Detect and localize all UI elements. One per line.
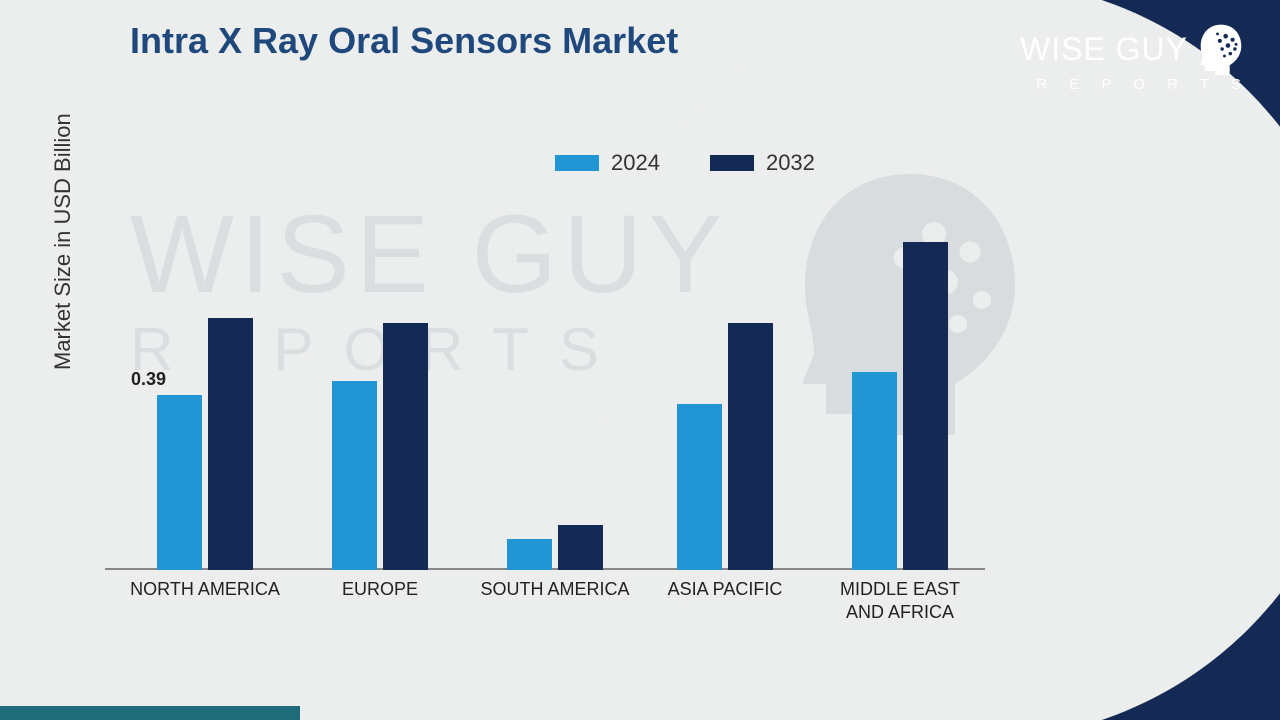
bar bbox=[728, 323, 773, 571]
value-label: 0.39 bbox=[131, 369, 166, 390]
legend: 2024 2032 bbox=[555, 150, 815, 176]
plot-area: NORTH AMERICA EUROPE SOUTH AMERICA ASIA PAC… bbox=[105, 210, 985, 570]
bar bbox=[903, 242, 948, 571]
legend-swatch-2024 bbox=[555, 155, 599, 171]
chart-title: Intra X Ray Oral Sensors Market bbox=[130, 20, 678, 62]
head-icon bbox=[1192, 20, 1250, 78]
legend-item-2024: 2024 bbox=[555, 150, 660, 176]
bar bbox=[677, 404, 722, 571]
bar bbox=[852, 372, 897, 570]
brand-text-1: WISE GUY bbox=[1020, 31, 1188, 68]
bar bbox=[558, 525, 603, 570]
bar bbox=[157, 395, 202, 571]
bar bbox=[332, 381, 377, 570]
bar-group: EUROPE bbox=[320, 323, 440, 571]
legend-swatch-2032 bbox=[710, 155, 754, 171]
bar-group: ASIA PACIFIC bbox=[665, 323, 785, 571]
y-axis-label: Market Size in USD Billion bbox=[50, 113, 76, 370]
x-tick-label: ASIA PACIFIC bbox=[645, 570, 805, 601]
bar-group: NORTH AMERICA bbox=[145, 318, 265, 570]
brand-text-2: R E P O R T S bbox=[1020, 76, 1250, 93]
x-tick-label: MIDDLE EAST AND AFRICA bbox=[820, 570, 980, 623]
bottom-accent-bar bbox=[0, 706, 300, 720]
bar bbox=[507, 539, 552, 571]
bar bbox=[208, 318, 253, 570]
legend-label-2032: 2032 bbox=[766, 150, 815, 176]
brand-logo: WISE GUY R E P O R T S bbox=[1020, 20, 1250, 93]
chart-canvas: Intra X Ray Oral Sensors Market WISE GUY… bbox=[0, 0, 1280, 720]
bar-group: MIDDLE EAST AND AFRICA bbox=[840, 242, 960, 571]
x-tick-label: NORTH AMERICA bbox=[125, 570, 285, 601]
x-tick-label: SOUTH AMERICA bbox=[475, 570, 635, 601]
x-tick-label: EUROPE bbox=[300, 570, 460, 601]
bar-group: SOUTH AMERICA bbox=[495, 525, 615, 570]
legend-label-2024: 2024 bbox=[611, 150, 660, 176]
bar bbox=[383, 323, 428, 571]
legend-item-2032: 2032 bbox=[710, 150, 815, 176]
